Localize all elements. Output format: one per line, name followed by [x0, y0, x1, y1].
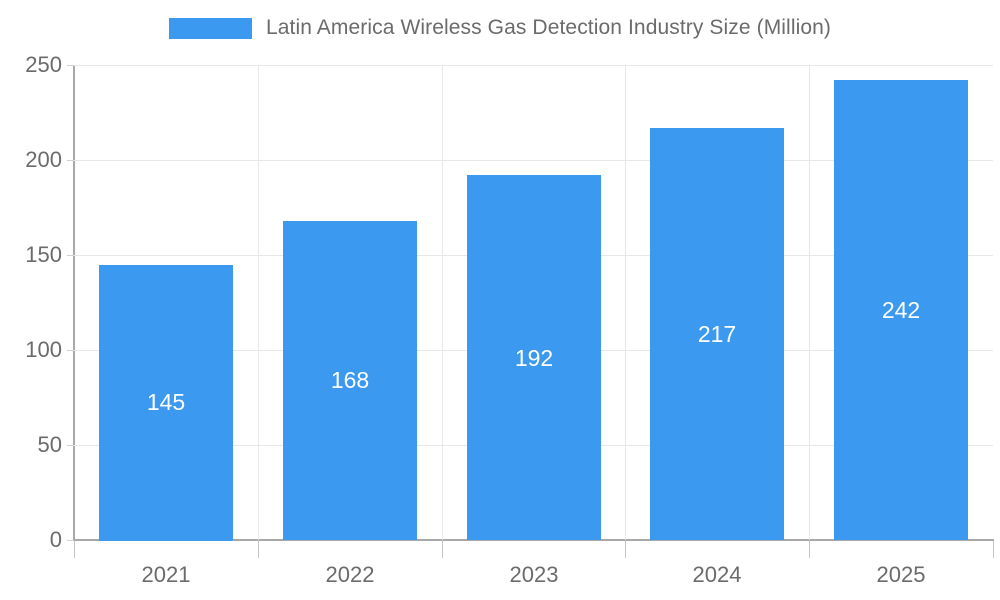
y-axis-tick-label: 200: [25, 147, 62, 172]
x-axis-tick-label: 2025: [876, 562, 926, 587]
bar[interactable]: [283, 221, 417, 540]
x-axis-tick-label: 2022: [325, 562, 375, 587]
y-axis-tick: [67, 540, 74, 541]
x-axis-tick: [993, 541, 994, 558]
gridline-vertical: [442, 65, 443, 540]
legend-item[interactable]: Latin America Wireless Gas Detection Ind…: [168, 16, 832, 40]
gridline-horizontal: [74, 160, 993, 161]
x-axis-tick: [625, 541, 626, 558]
x-axis-tick: [74, 541, 75, 558]
bar[interactable]: [650, 128, 784, 540]
x-axis-tick-label: 2024: [692, 562, 742, 587]
x-axis-tick-label: 2021: [141, 562, 191, 587]
bar[interactable]: [99, 265, 233, 541]
plot-area: 145 168 192 217 242: [74, 65, 993, 541]
y-axis-tick: [67, 65, 74, 66]
y-axis-tick-label: 50: [37, 432, 62, 457]
y-axis-tick-label: 150: [25, 242, 62, 267]
x-axis-tick: [258, 541, 259, 558]
gridline-vertical: [258, 65, 259, 540]
y-axis-tick: [67, 160, 74, 161]
y-axis-tick: [67, 255, 74, 256]
gridline-vertical: [809, 65, 810, 540]
gridline-vertical: [625, 65, 626, 540]
gridline-horizontal: [74, 65, 993, 66]
y-axis-tick-label: 250: [25, 52, 62, 77]
legend-color-swatch: [168, 17, 252, 39]
x-axis-line: [73, 539, 994, 541]
y-axis-tick-label: 100: [25, 337, 62, 362]
y-axis-line: [73, 65, 75, 541]
y-axis-tick: [67, 445, 74, 446]
chart-legend: Latin America Wireless Gas Detection Ind…: [0, 0, 1000, 56]
y-axis-tick: [67, 350, 74, 351]
y-axis-tick-label: 0: [49, 527, 62, 552]
bar[interactable]: [467, 175, 601, 540]
legend-label: Latin America Wireless Gas Detection Ind…: [265, 16, 832, 39]
bar[interactable]: [834, 80, 968, 540]
x-axis-tick: [809, 541, 810, 558]
x-axis-tick-label: 2023: [509, 562, 559, 587]
x-axis-tick: [442, 541, 443, 558]
